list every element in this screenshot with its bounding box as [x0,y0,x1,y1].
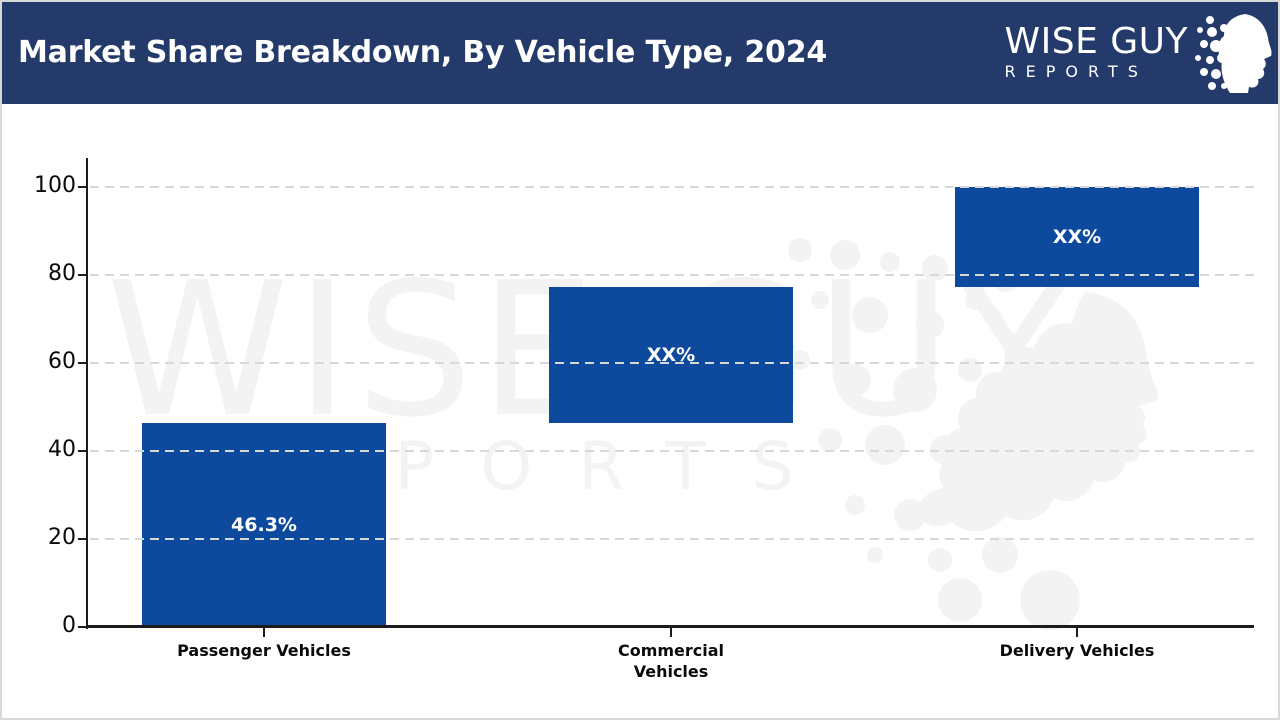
brand-subtitle: REPORTS [1004,61,1148,81]
gridline-20 [90,538,1254,540]
y-tick-mark-60 [78,362,87,364]
x-tick-label-delivery-vehicles: Delivery Vehicles [999,641,1155,660]
y-tick-label-40: 40 [48,437,76,462]
brand-logo: WISE GUY REPORTS [1005,6,1275,98]
x-tick-mark-delivery-vehicles [1076,628,1078,637]
bar-delivery-vehicles: XX% [955,187,1199,287]
y-tick-label-0: 0 [62,613,76,638]
y-tick-mark-100 [78,186,87,188]
y-tick-label-20: 20 [48,525,76,550]
x-tick-mark-passenger-vehicles [263,628,265,637]
y-axis-spine [86,158,88,629]
bar-passenger-vehicles: 46.3% [142,423,386,627]
y-tick-mark-40 [78,450,87,452]
gridline-60 [90,362,1254,364]
y-tick-label-80: 80 [48,261,76,286]
y-tick-mark-80 [78,274,87,276]
x-tick-mark-commercial-vehicles [670,628,672,637]
bar-label-passenger-vehicles: 46.3% [231,514,297,537]
x-tick-label-passenger-vehicles: Passenger Vehicles [177,641,351,660]
page-title: Market Share Breakdown, By Vehicle Type,… [18,34,828,70]
brand-wordmark: WISE GUY [1004,21,1188,63]
brand-logo-text: WISE GUY REPORTS [1005,23,1189,81]
bar-label-delivery-vehicles: XX% [1052,225,1102,248]
y-tick-label-100: 100 [34,173,76,198]
y-tick-mark-20 [78,538,87,540]
gridline-40 [90,450,1254,452]
gridline-100 [90,186,1254,188]
header: Market Share Breakdown, By Vehicle Type,… [0,0,1280,104]
x-tick-label-commercial-vehicles: Commercial Vehicles [617,641,725,681]
bar-label-commercial-vehicles: XX% [646,344,696,367]
y-tick-mark-0 [78,626,87,628]
x-axis-spine [86,625,1254,628]
gridline-80 [90,274,1254,276]
bar-commercial-vehicles: XX% [549,286,793,424]
brand-face-icon [1195,14,1272,93]
y-tick-label-60: 60 [48,349,76,374]
